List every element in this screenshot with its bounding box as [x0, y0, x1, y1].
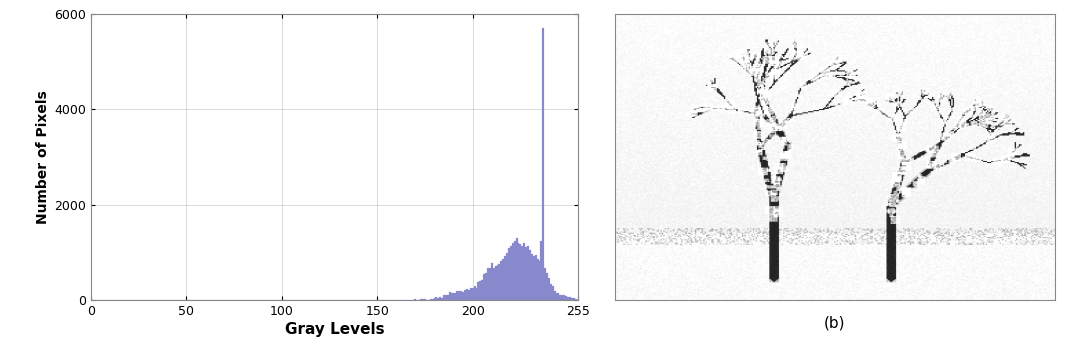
- Bar: [488, 268, 491, 300]
- Bar: [464, 290, 466, 300]
- Bar: [487, 268, 488, 300]
- Bar: [473, 286, 476, 300]
- Bar: [517, 243, 519, 300]
- Bar: [559, 295, 561, 300]
- Bar: [451, 293, 453, 300]
- Bar: [414, 299, 417, 300]
- Bar: [491, 264, 493, 300]
- Text: (b): (b): [824, 316, 846, 331]
- Bar: [432, 299, 434, 300]
- Bar: [548, 278, 549, 300]
- Bar: [542, 28, 544, 300]
- Bar: [504, 256, 507, 300]
- Bar: [552, 286, 554, 300]
- Bar: [493, 268, 495, 300]
- Bar: [502, 259, 504, 300]
- Bar: [463, 292, 464, 300]
- Y-axis label: Number of Pixels: Number of Pixels: [36, 90, 50, 224]
- Bar: [419, 299, 420, 300]
- Bar: [539, 261, 541, 300]
- Bar: [563, 295, 565, 300]
- Bar: [512, 243, 514, 300]
- Bar: [456, 291, 458, 300]
- Bar: [429, 299, 432, 300]
- Bar: [424, 299, 426, 300]
- Bar: [471, 288, 473, 300]
- Bar: [554, 291, 556, 300]
- Bar: [453, 293, 454, 300]
- Bar: [470, 288, 471, 300]
- Bar: [568, 297, 569, 300]
- X-axis label: Gray Levels: Gray Levels: [285, 322, 384, 337]
- Bar: [420, 299, 422, 300]
- Bar: [441, 298, 443, 300]
- Bar: [458, 292, 461, 300]
- Bar: [498, 264, 500, 300]
- Bar: [556, 293, 558, 300]
- Bar: [508, 248, 510, 300]
- Bar: [507, 253, 508, 300]
- Bar: [558, 293, 559, 300]
- Bar: [546, 274, 548, 300]
- Bar: [454, 293, 456, 300]
- Bar: [422, 299, 424, 300]
- Bar: [468, 289, 470, 300]
- Bar: [478, 282, 480, 300]
- Bar: [571, 298, 573, 300]
- Bar: [514, 241, 515, 300]
- Bar: [519, 244, 522, 300]
- Bar: [529, 250, 531, 300]
- Bar: [481, 280, 483, 300]
- Bar: [524, 243, 525, 300]
- Bar: [461, 291, 463, 300]
- Bar: [466, 289, 468, 300]
- Bar: [437, 298, 439, 300]
- Bar: [439, 297, 441, 300]
- Bar: [573, 298, 575, 300]
- Bar: [500, 262, 502, 300]
- Bar: [483, 275, 485, 300]
- Bar: [525, 247, 527, 300]
- Bar: [434, 298, 436, 300]
- Bar: [569, 297, 571, 300]
- Bar: [497, 265, 498, 300]
- Bar: [541, 240, 542, 300]
- Bar: [476, 288, 478, 300]
- Bar: [447, 295, 449, 300]
- Bar: [522, 246, 524, 300]
- Bar: [561, 295, 563, 300]
- Bar: [549, 284, 552, 300]
- Bar: [449, 292, 451, 300]
- Bar: [532, 256, 534, 300]
- Bar: [495, 266, 497, 300]
- Bar: [443, 295, 446, 300]
- Bar: [565, 296, 568, 300]
- Bar: [534, 255, 537, 300]
- Bar: [417, 299, 419, 300]
- Bar: [485, 273, 487, 300]
- Bar: [537, 259, 539, 300]
- Bar: [575, 299, 576, 300]
- Bar: [531, 254, 532, 300]
- Bar: [446, 295, 447, 300]
- Bar: [527, 246, 529, 300]
- Bar: [510, 246, 512, 300]
- Bar: [515, 238, 517, 300]
- Bar: [480, 282, 481, 300]
- Bar: [436, 297, 437, 300]
- Bar: [544, 268, 546, 300]
